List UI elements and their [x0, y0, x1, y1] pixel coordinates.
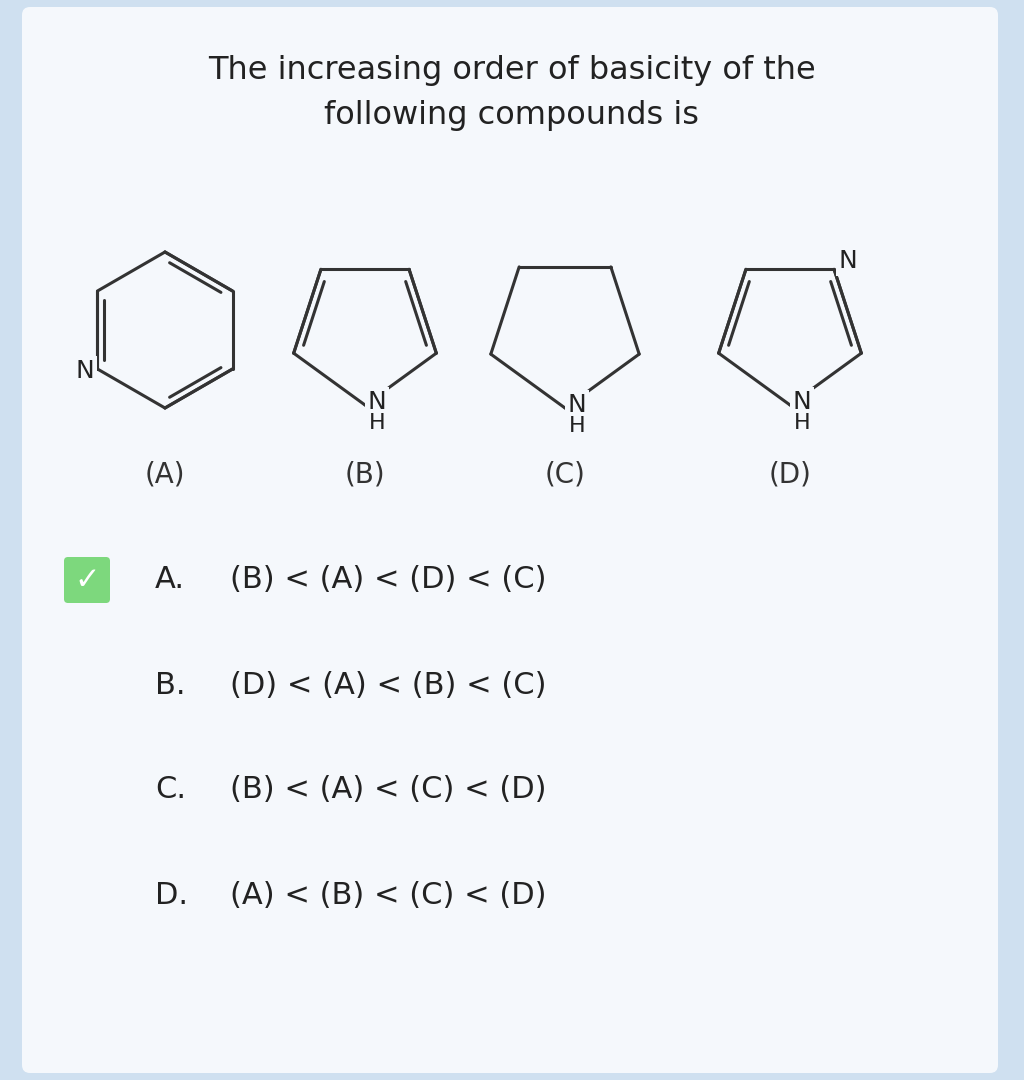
Text: N: N: [75, 359, 94, 383]
Text: following compounds is: following compounds is: [325, 100, 699, 131]
Text: N: N: [839, 249, 857, 273]
Text: B.: B.: [155, 671, 185, 700]
Text: (B) < (A) < (C) < (D): (B) < (A) < (C) < (D): [230, 775, 547, 805]
Text: ✓: ✓: [75, 566, 99, 594]
Text: (A): (A): [144, 460, 185, 488]
Text: N: N: [567, 393, 587, 417]
Text: H: H: [568, 416, 586, 436]
Text: N: N: [793, 390, 811, 414]
Text: D.: D.: [155, 880, 188, 909]
Text: (C): (C): [545, 460, 586, 488]
FancyBboxPatch shape: [22, 6, 998, 1074]
Text: The increasing order of basicity of the: The increasing order of basicity of the: [208, 55, 816, 86]
Text: H: H: [794, 413, 810, 433]
Text: C.: C.: [155, 775, 186, 805]
Text: (B) < (A) < (D) < (C): (B) < (A) < (D) < (C): [230, 566, 547, 594]
Text: (A) < (B) < (C) < (D): (A) < (B) < (C) < (D): [230, 880, 547, 909]
Text: N: N: [368, 390, 386, 414]
FancyBboxPatch shape: [63, 557, 110, 603]
Text: (D) < (A) < (B) < (C): (D) < (A) < (B) < (C): [230, 671, 547, 700]
Text: (D): (D): [769, 460, 811, 488]
Text: (B): (B): [345, 460, 385, 488]
Text: H: H: [369, 413, 385, 433]
Text: A.: A.: [155, 566, 185, 594]
